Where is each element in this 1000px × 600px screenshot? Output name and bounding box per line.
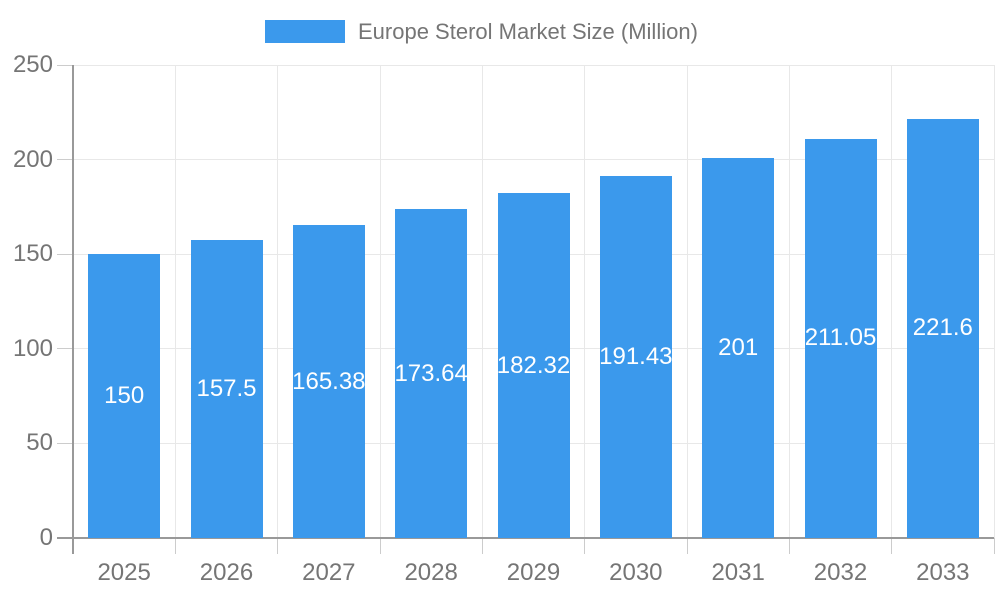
- y-axis-tick-label: 50: [26, 429, 53, 457]
- x-axis-tick-label: 2031: [711, 559, 765, 586]
- y-axis-tick: [57, 64, 73, 66]
- x-axis-line: [57, 537, 994, 539]
- gridline-vertical: [174, 65, 176, 538]
- x-axis-tick-label: 2032: [813, 559, 868, 586]
- y-axis-tick: [57, 253, 73, 255]
- bar-2029[interactable]: [497, 193, 570, 538]
- x-axis-tick: [584, 538, 586, 554]
- x-axis-tick-label: 2026: [199, 559, 254, 586]
- bar-2027[interactable]: [292, 225, 365, 538]
- gridline-vertical: [277, 65, 279, 538]
- x-axis-tick: [788, 538, 790, 554]
- legend-item[interactable]: Europe Sterol Market Size (Million): [265, 18, 698, 44]
- y-axis-line: [72, 65, 74, 554]
- gridline-vertical: [686, 65, 688, 538]
- legend-label: Europe Sterol Market Size (Million): [358, 18, 698, 44]
- x-axis-tick-label: 2029: [506, 559, 561, 586]
- bar-2030[interactable]: [599, 175, 672, 538]
- gridline-vertical: [379, 65, 381, 538]
- gridline-vertical: [993, 65, 995, 538]
- y-axis-tick: [57, 159, 73, 161]
- x-axis-tick-label: 2027: [302, 559, 356, 586]
- y-axis-tick-label: 100: [12, 334, 53, 362]
- x-axis-tick-label: 2025: [97, 559, 151, 586]
- x-axis-tick: [891, 538, 893, 554]
- gridline-vertical: [788, 65, 790, 538]
- x-axis-tick: [174, 538, 176, 554]
- y-axis-tick: [57, 348, 73, 350]
- y-axis-tick-label: 0: [39, 524, 53, 551]
- x-axis-tick-label: 2030: [609, 559, 663, 586]
- bar-2033[interactable]: [906, 118, 979, 538]
- bar-2025[interactable]: [88, 254, 161, 538]
- x-axis-tick: [993, 538, 995, 554]
- x-axis-tick: [481, 538, 483, 554]
- gridline-vertical: [481, 65, 483, 538]
- x-axis-tick: [277, 538, 279, 554]
- gridline-vertical: [891, 65, 893, 538]
- x-axis-tick-label: 2028: [404, 559, 458, 586]
- x-axis-tick-label: 2033: [916, 559, 970, 586]
- x-axis-tick: [379, 538, 381, 554]
- y-axis-tick-label: 150: [12, 240, 53, 268]
- legend-swatch: [265, 20, 345, 43]
- bar-2028[interactable]: [395, 209, 468, 538]
- x-axis-tick: [686, 538, 688, 554]
- y-axis-tick-label: 200: [12, 145, 53, 173]
- y-axis-tick-label: 250: [12, 51, 53, 78]
- y-axis-tick: [57, 442, 73, 444]
- bar-2032[interactable]: [804, 138, 877, 538]
- gridline-horizontal: [73, 64, 994, 66]
- bar-2031[interactable]: [702, 157, 775, 538]
- gridline-vertical: [584, 65, 586, 538]
- gridline-horizontal: [73, 159, 994, 161]
- bar-2026[interactable]: [190, 240, 263, 538]
